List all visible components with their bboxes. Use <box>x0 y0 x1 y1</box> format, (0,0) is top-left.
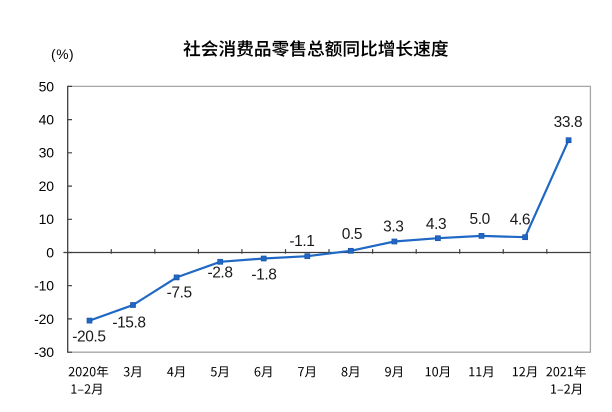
svg-text:20: 20 <box>39 178 55 194</box>
svg-text:-20.5: -20.5 <box>72 329 105 346</box>
svg-text:0.5: 0.5 <box>342 226 362 243</box>
svg-text:-10: -10 <box>34 278 54 294</box>
svg-text:10: 10 <box>39 211 55 227</box>
svg-text:-7.5: -7.5 <box>167 284 192 301</box>
svg-text:30: 30 <box>39 145 55 161</box>
svg-text:40: 40 <box>39 112 55 128</box>
svg-text:33.8: 33.8 <box>554 114 583 131</box>
svg-text:-1.1: -1.1 <box>289 233 314 250</box>
svg-text:-15.8: -15.8 <box>112 315 145 332</box>
svg-text:3.3: 3.3 <box>383 219 403 236</box>
svg-text:-20: -20 <box>34 311 54 327</box>
svg-text:5.0: 5.0 <box>470 211 491 228</box>
svg-text:(%): (%) <box>51 47 74 62</box>
svg-text:-1.8: -1.8 <box>251 266 276 283</box>
svg-text:4.6: 4.6 <box>510 212 530 229</box>
svg-text:-30: -30 <box>34 344 54 360</box>
svg-text:0: 0 <box>46 244 54 260</box>
svg-text:-2.8: -2.8 <box>207 264 232 281</box>
svg-text:4.3: 4.3 <box>426 216 446 233</box>
svg-text:50: 50 <box>39 78 55 94</box>
